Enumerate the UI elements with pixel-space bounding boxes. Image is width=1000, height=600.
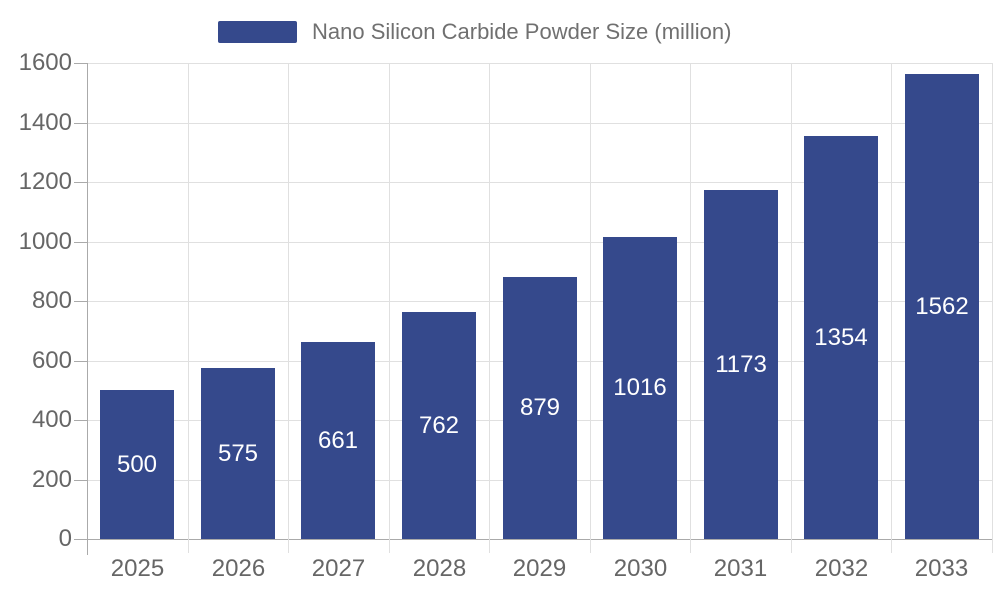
bar-value-label: 879 bbox=[519, 394, 561, 421]
bar-2030[interactable]: 1016 bbox=[603, 237, 677, 539]
gridline-vertical bbox=[992, 63, 993, 539]
x-axis-tick bbox=[389, 539, 390, 553]
y-axis-tick bbox=[74, 182, 87, 183]
bar-value-label: 1173 bbox=[715, 350, 767, 378]
y-axis-tick bbox=[74, 123, 87, 124]
y-axis-tick-label: 600 bbox=[31, 347, 72, 374]
x-axis-tick-label: 2030 bbox=[613, 555, 668, 582]
y-axis-tick bbox=[74, 480, 87, 481]
bar-value-label: 1016 bbox=[613, 374, 667, 401]
x-axis-tick-label: 2031 bbox=[713, 555, 768, 582]
x-axis-tick bbox=[690, 539, 691, 553]
bar-value-label: 500 bbox=[116, 450, 158, 478]
x-axis-tick-label: 2025 bbox=[110, 555, 165, 582]
x-axis-tick-label: 2033 bbox=[914, 555, 969, 582]
bar-2027[interactable]: 661 bbox=[301, 342, 375, 539]
y-axis-tick-label: 1000 bbox=[18, 228, 72, 255]
gridline-horizontal bbox=[87, 182, 992, 183]
bar-value-label: 1354 bbox=[814, 323, 868, 351]
x-axis-tick bbox=[891, 539, 892, 553]
bar-value-label: 762 bbox=[418, 411, 460, 439]
x-axis-tick-label: 2029 bbox=[512, 555, 567, 582]
x-axis-tick-label: 2027 bbox=[311, 555, 366, 582]
gridline-horizontal bbox=[87, 242, 992, 243]
x-axis-tick bbox=[288, 539, 289, 553]
gridline-vertical bbox=[389, 63, 390, 539]
y-axis-tick bbox=[74, 539, 87, 540]
gridline-horizontal bbox=[87, 123, 992, 124]
gridline-vertical bbox=[891, 63, 892, 539]
bar-2031[interactable]: 1173 bbox=[704, 190, 778, 539]
y-axis-tick-label: 800 bbox=[31, 287, 72, 314]
bar-value-label: 1562 bbox=[915, 292, 969, 320]
bar-2028[interactable]: 762 bbox=[402, 312, 476, 539]
y-axis-tick-label: 400 bbox=[31, 406, 72, 433]
gridline-vertical bbox=[791, 63, 792, 539]
gridline-horizontal bbox=[87, 63, 992, 64]
y-axis-tick-label: 1400 bbox=[18, 109, 72, 136]
x-axis-tick bbox=[489, 539, 490, 553]
x-axis-tick bbox=[188, 539, 189, 553]
legend-item[interactable]: Nano Silicon Carbide Powder Size (millio… bbox=[218, 21, 731, 43]
bar-value-label: 575 bbox=[217, 439, 259, 467]
y-axis-tick-label: 1600 bbox=[18, 49, 72, 76]
y-axis-tick-label: 1200 bbox=[18, 168, 72, 195]
bar-2025[interactable]: 500 bbox=[100, 390, 174, 539]
x-axis-line bbox=[87, 539, 992, 540]
y-axis-tick bbox=[74, 420, 87, 421]
x-axis-tick bbox=[992, 539, 993, 553]
gridline-vertical bbox=[288, 63, 289, 539]
x-axis-tick-label: 2028 bbox=[412, 555, 467, 582]
y-axis-tick bbox=[74, 301, 87, 302]
gridline-vertical bbox=[690, 63, 691, 539]
y-axis-tick bbox=[74, 63, 87, 64]
plot-area: 500 575 661 762 879 1016 1173 1354 1562 bbox=[87, 63, 993, 539]
bar-value-label: 661 bbox=[317, 426, 359, 454]
bar-2033[interactable]: 1562 bbox=[905, 74, 979, 539]
x-axis-tick bbox=[791, 539, 792, 553]
x-axis-tick bbox=[590, 539, 591, 553]
y-axis-tick-label: 200 bbox=[31, 466, 72, 493]
y-axis-tick bbox=[74, 361, 87, 362]
bar-2029[interactable]: 879 bbox=[503, 277, 577, 539]
x-axis-tick-label: 2026 bbox=[211, 555, 266, 582]
legend-label: Nano Silicon Carbide Powder Size (millio… bbox=[312, 19, 732, 44]
y-axis-tick-label: 0 bbox=[58, 525, 72, 552]
bar-2032[interactable]: 1354 bbox=[804, 136, 878, 539]
gridline-vertical bbox=[489, 63, 490, 539]
y-axis-tick bbox=[74, 242, 87, 243]
gridline-vertical bbox=[590, 63, 591, 539]
y-axis-line bbox=[87, 63, 88, 555]
gridline-vertical bbox=[188, 63, 189, 539]
bar-2026[interactable]: 575 bbox=[201, 368, 275, 539]
legend-swatch bbox=[218, 21, 297, 43]
x-axis-tick-label: 2032 bbox=[814, 555, 869, 582]
